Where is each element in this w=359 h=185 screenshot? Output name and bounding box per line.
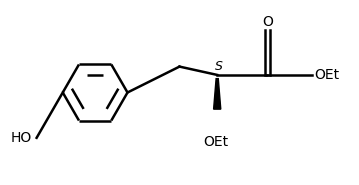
Polygon shape bbox=[214, 79, 221, 109]
Text: OEt: OEt bbox=[203, 134, 228, 149]
Text: HO: HO bbox=[11, 131, 32, 145]
Text: OEt: OEt bbox=[314, 68, 339, 82]
Text: O: O bbox=[262, 15, 273, 29]
Text: S: S bbox=[215, 60, 223, 73]
